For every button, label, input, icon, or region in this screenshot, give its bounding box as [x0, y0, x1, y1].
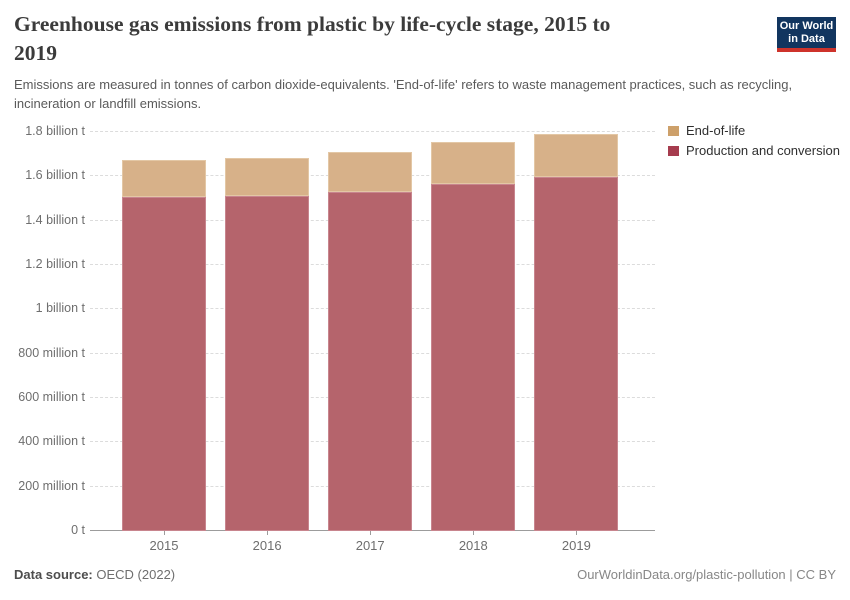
y-tick-label: 1 billion t: [35, 301, 85, 316]
y-tick-label: 1.2 billion t: [25, 257, 85, 271]
y-tick-label: 1.8 billion t: [25, 124, 85, 138]
owid-logo-accent-bar: [777, 48, 836, 52]
bar-2016[interactable]: [225, 157, 310, 531]
owid-license-link[interactable]: OurWorldinData.org/plastic-pollution | C…: [577, 567, 836, 582]
gridline: [90, 131, 655, 132]
bar-2019[interactable]: [534, 133, 619, 531]
bar-2017[interactable]: [328, 152, 413, 531]
x-axis-tick: [576, 531, 578, 535]
y-tick-label: 1.6 billion t: [25, 168, 85, 183]
y-axis-labels: 0 t 200 million t 400 million t 600 million…: [0, 124, 85, 537]
x-axis-tick: [267, 531, 269, 535]
x-tick-label-2015: 2015: [149, 538, 179, 553]
bar-2018[interactable]: [431, 142, 516, 531]
owid-logo-text-line1: Our World: [779, 20, 834, 32]
x-tick-label-2019: 2019: [561, 538, 591, 553]
title-line-2: 2019: [14, 41, 57, 65]
legend-item-production-and-conversion[interactable]: Production and conversion: [668, 143, 840, 158]
legend-swatch: [668, 125, 679, 136]
chart-subtitle: Emissions are measured in tonnes of carb…: [14, 77, 793, 111]
owid-logo-text-line2: in Data: [788, 33, 825, 45]
x-axis-tick: [473, 531, 475, 535]
owid-logo[interactable]: Our World in Data: [777, 17, 836, 52]
title-line-1: Greenhouse gas emissions from plastic by…: [14, 12, 611, 36]
y-tick-label: 1.4 billion t: [25, 212, 85, 227]
page-title: Greenhouse gas emissions from plastic by…: [14, 10, 764, 68]
x-tick-label-2018: 2018: [458, 538, 488, 553]
bar-segment-end-of-life-2016[interactable]: [225, 157, 310, 196]
bar-segment-production-and-conversion-2018[interactable]: [431, 184, 516, 531]
y-tick-label: 0 t: [71, 523, 85, 537]
x-tick-label-2017: 2017: [355, 538, 385, 553]
y-tick-label: 600 million t: [18, 390, 85, 404]
bar-segment-end-of-life-2015[interactable]: [122, 160, 206, 198]
bar-2015[interactable]: [122, 160, 206, 531]
bar-segment-production-and-conversion-2017[interactable]: [328, 192, 413, 531]
bar-segment-production-and-conversion-2019[interactable]: [534, 176, 619, 531]
legend-label: End-of-life: [686, 123, 746, 138]
legend-item-end-of-life[interactable]: End-of-life: [668, 123, 840, 138]
y-tick-label: 400 million t: [18, 434, 85, 449]
y-tick-label: 800 million t: [18, 345, 85, 360]
x-tick-label-2016: 2016: [252, 538, 282, 553]
bar-segment-end-of-life-2019[interactable]: [534, 133, 619, 177]
x-axis-tick: [164, 531, 165, 535]
y-tick-label: 200 million t: [18, 478, 85, 493]
data-source-note: Data source: OECD (2022): [14, 567, 175, 582]
chart-legend: End-of-life Production and conversion: [668, 123, 840, 163]
owid-logo-box: Our World in Data: [777, 17, 836, 48]
legend-swatch: [668, 145, 679, 156]
legend-label: Production and conversion: [686, 143, 840, 158]
bar-segment-end-of-life-2017[interactable]: [328, 152, 413, 193]
plot-area: 2015 2016 2017 2018 2019: [90, 131, 655, 553]
bar-segment-production-and-conversion-2015[interactable]: [122, 197, 206, 531]
x-axis-tick: [370, 531, 372, 535]
data-source-label: Data source:: [14, 567, 93, 582]
bar-segment-end-of-life-2018[interactable]: [431, 142, 516, 185]
data-source-value: OECD (2022): [96, 567, 176, 582]
bar-segment-production-and-conversion-2016[interactable]: [225, 195, 310, 531]
